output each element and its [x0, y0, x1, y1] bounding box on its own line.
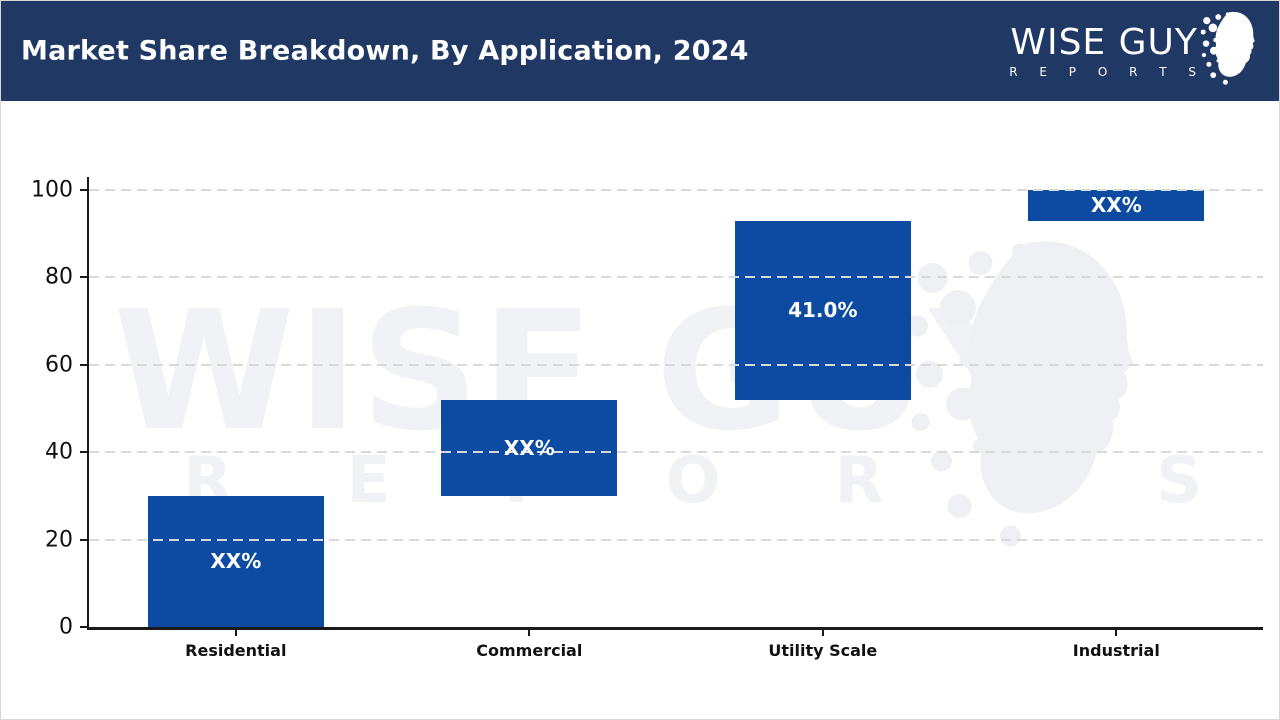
- brand-logo-subtitle: R E P O R T S: [1009, 64, 1205, 79]
- bar-value-label: XX%: [1090, 193, 1142, 218]
- watermark-face-icon: [907, 241, 1134, 547]
- y-axis-tick: [80, 363, 89, 366]
- x-axis-category-label: Residential: [185, 641, 287, 660]
- header-bar: Market Share Breakdown, By Application, …: [1, 1, 1279, 101]
- y-axis-tick: [80, 626, 89, 628]
- y-axis-line: [87, 177, 89, 630]
- brand-logo: WISE GUY R E P O R T S: [1003, 7, 1267, 93]
- bar-residential: [147, 495, 324, 627]
- x-axis-line: [87, 627, 1263, 630]
- gridline-100: [89, 189, 1263, 191]
- bar-value-label: XX%: [210, 549, 262, 574]
- bar-utility-scale: [734, 220, 911, 400]
- x-axis-category-label: Commercial: [476, 641, 583, 660]
- y-axis-tick-label: 40: [45, 439, 73, 465]
- y-axis-tick-label: 80: [45, 264, 73, 290]
- y-axis-tick-label: 60: [45, 352, 73, 378]
- bar-commercial: [441, 399, 618, 496]
- bar-value-label: XX%: [503, 435, 555, 460]
- y-axis-tick-label: 20: [45, 527, 73, 553]
- bar-industrial: [1028, 190, 1205, 221]
- x-axis-tick: [821, 627, 824, 636]
- y-axis-tick: [80, 189, 89, 191]
- y-axis-tick-label: 100: [31, 177, 73, 203]
- gridline-60: [89, 363, 1263, 366]
- y-axis-tick-label: 0: [59, 614, 73, 640]
- x-axis-tick: [234, 627, 237, 636]
- y-axis-tick: [80, 451, 89, 454]
- y-axis-tick: [80, 276, 89, 279]
- gridline-20: [89, 538, 1263, 541]
- x-axis-category-label: Utility Scale: [768, 641, 878, 660]
- y-axis-tick: [80, 538, 89, 541]
- brand-logo-text: WISE GUY R E P O R T S: [1003, 22, 1205, 79]
- bar-value-label: 41.0%: [788, 298, 858, 323]
- page-title: Market Share Breakdown, By Application, …: [21, 35, 749, 67]
- x-axis-tick: [528, 627, 531, 636]
- face-profile-icon: [1200, 11, 1255, 85]
- brand-logo-name: WISE GUY: [1010, 21, 1198, 63]
- x-axis-category-label: Industrial: [1072, 641, 1160, 660]
- gridline-80: [89, 276, 1263, 279]
- gridline-40: [89, 451, 1263, 454]
- x-axis-tick: [1115, 627, 1118, 636]
